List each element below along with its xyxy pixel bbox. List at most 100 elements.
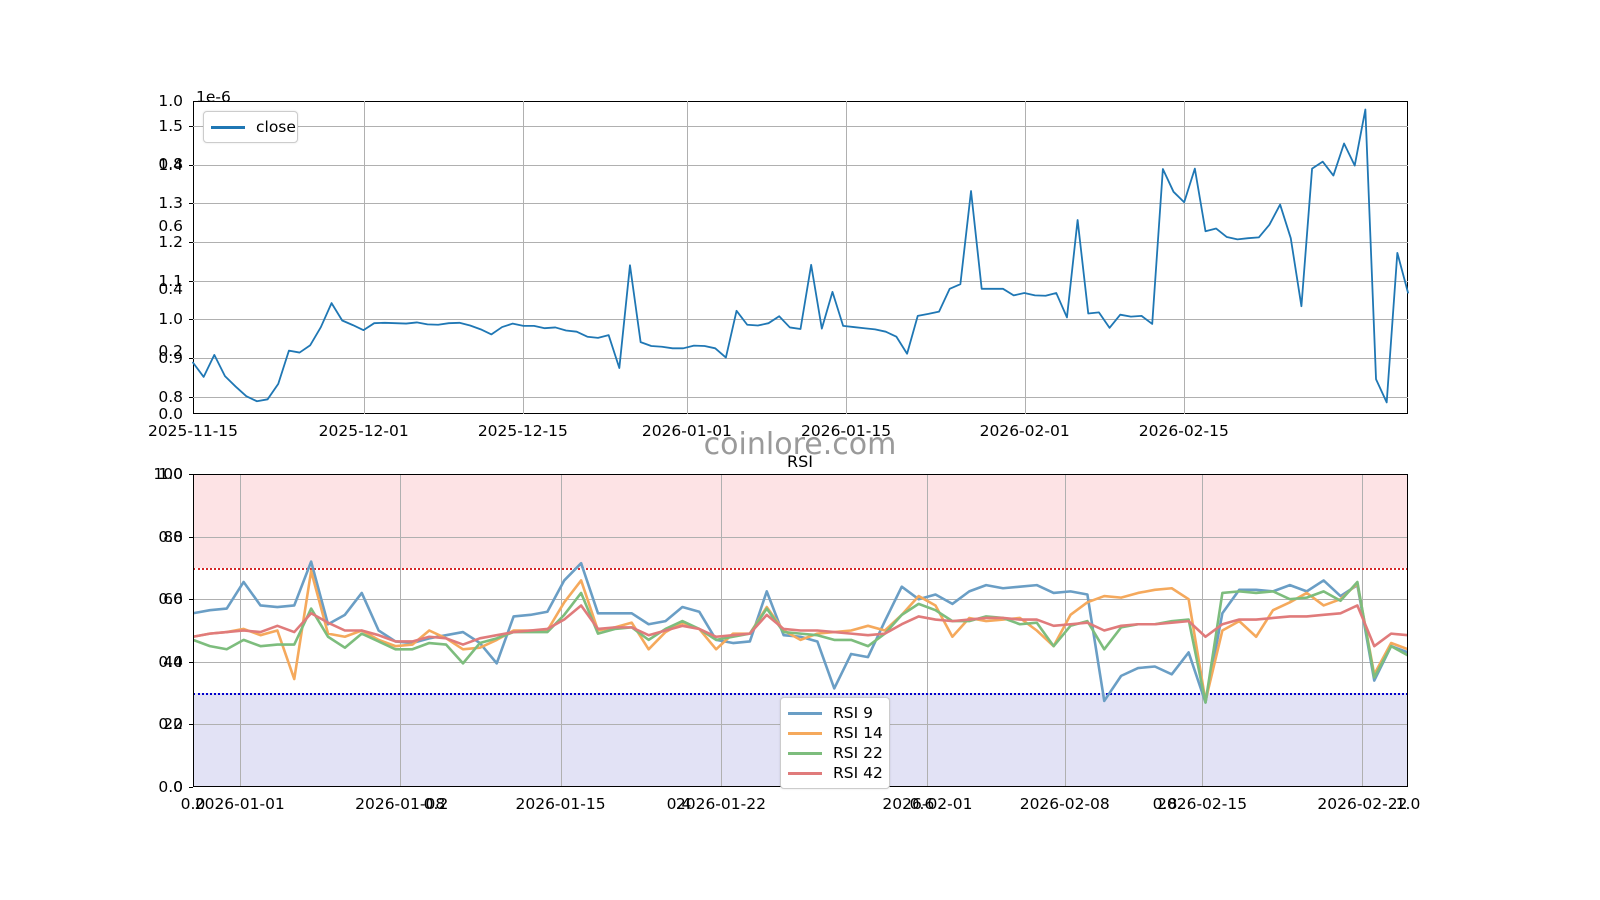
price-y-tick — [189, 164, 193, 166]
price-y-tick — [189, 203, 193, 205]
price-gridline-h — [193, 319, 1408, 321]
rsi-overlay-y-tick-label: 0.2 — [158, 715, 183, 734]
price-gridline-h — [193, 126, 1408, 128]
price-x-tick-label: 2025-12-15 — [477, 422, 568, 440]
price-x-tick-label: 2026-02-15 — [1138, 422, 1229, 440]
rsi-overlay-x-tick-label: 0.0 — [180, 795, 206, 813]
price-gridline-v — [846, 101, 848, 414]
price-chart-axes — [192, 101, 1409, 414]
price-y-tick-label: 1.3 — [158, 194, 183, 213]
rsi-gridline-v — [1202, 474, 1204, 787]
rsi-legend-item: RSI 42 — [788, 763, 883, 783]
price-legend-label: close — [256, 118, 296, 136]
rsi-legend: RSI 9 RSI 14 RSI 22 RSI 42 — [780, 697, 890, 789]
rsi-overlay-y-tick-label: 0.8 — [158, 527, 183, 546]
rsi-line-rsi-22 — [193, 580, 1408, 704]
price-x-tick-label: 2026-01-15 — [801, 422, 892, 440]
price-x-tick-label: 2026-02-01 — [979, 422, 1070, 440]
legend-swatch-rsi-22 — [788, 751, 822, 755]
rsi-gridline-v — [1362, 474, 1364, 787]
price-gridline-h — [193, 242, 1408, 244]
price-gridline-h — [193, 280, 1408, 282]
rsi-gridline-v — [560, 474, 562, 787]
price-overlay-y-tick-label: 0.6 — [158, 217, 183, 236]
price-y-tick-label: 1.1 — [158, 271, 183, 290]
price-gridline-h — [193, 203, 1408, 205]
rsi-overlay-y-tick-label: 1.0 — [158, 465, 183, 483]
rsi-x-tick-label: 2026-02-15 — [1157, 795, 1248, 813]
rsi-series-svg — [193, 560, 1408, 704]
rsi-overlay-x-tick-label: 0.2 — [423, 795, 449, 813]
rsi-gridline-h — [193, 536, 1408, 538]
rsi-x-tick-label: 2026-01-01 — [194, 795, 285, 813]
rsi-y-tick — [189, 474, 193, 475]
price-overlay-y-tick-label: 1.0 — [158, 92, 183, 110]
price-y-tick-label: 1.4 — [158, 155, 183, 174]
rsi-y-tick-label: 0 — [173, 778, 183, 796]
price-y-tick-label: 0.8 — [158, 387, 183, 406]
price-overlay-y-tick-label: 0.4 — [158, 279, 183, 298]
rsi-legend-label: RSI 22 — [833, 744, 883, 762]
rsi-overbought-line — [193, 567, 1408, 570]
price-y-tick — [189, 242, 193, 244]
rsi-overlay-x-tick-label: 0.8 — [1152, 795, 1178, 813]
rsi-y-tick — [189, 661, 193, 663]
rsi-y-tick — [189, 599, 193, 601]
price-y-tick-label: 1.5 — [158, 117, 183, 136]
rsi-x-tick-label: 2026-02-01 — [882, 795, 973, 813]
coinlore-watermark: coinlore.com — [703, 427, 897, 462]
rsi-line-rsi-42 — [193, 604, 1408, 648]
price-y-tick — [189, 126, 193, 128]
price-y-axis-offset-text: 1e-6 — [196, 88, 231, 106]
rsi-overlay-x-tick-label: 0.4 — [666, 795, 692, 813]
price-x-tick-label: 2025-12-01 — [318, 422, 409, 440]
rsi-x-tick-label: 2026-02-08 — [1019, 795, 1110, 813]
price-series-svg — [192, 108, 1409, 404]
rsi-overlay-x-tick-label: 0.6 — [909, 795, 935, 813]
price-y-tick — [189, 319, 193, 321]
price-x-tick-label: 2025-11-15 — [147, 422, 239, 440]
rsi-x-tick-label: 2026-01-15 — [515, 795, 606, 813]
legend-swatch-rsi-9 — [788, 711, 822, 715]
rsi-legend-item: RSI 22 — [788, 743, 883, 763]
price-gridline-v — [363, 101, 365, 414]
rsi-x-tick-label: 2026-01-22 — [675, 795, 766, 813]
rsi-panel-title: RSI — [787, 452, 813, 471]
rsi-overbought-band — [193, 474, 1408, 568]
price-y-tick — [189, 357, 193, 359]
rsi-legend-item: RSI 14 — [788, 723, 883, 743]
legend-swatch-rsi-42 — [788, 771, 822, 775]
rsi-gridline-v — [927, 474, 929, 787]
rsi-legend-label: RSI 9 — [833, 704, 873, 722]
rsi-y-tick — [189, 787, 193, 788]
rsi-y-tick-label: 40 — [163, 652, 183, 671]
rsi-y-tick — [189, 536, 193, 538]
price-x-tick-label: 2026-01-01 — [641, 422, 732, 440]
rsi-y-tick-label: 100 — [153, 465, 183, 483]
rsi-overlay-y-tick-label: 0.4 — [158, 652, 183, 671]
price-line-close — [192, 108, 1409, 404]
rsi-gridline-v — [400, 474, 402, 787]
price-plot-frame — [193, 101, 1408, 414]
legend-swatch-close — [211, 125, 245, 129]
price-y-tick-label: 1.0 — [158, 310, 183, 329]
rsi-x-tick-label: 2026-01-08 — [355, 795, 446, 813]
price-overlay-y-tick-label: 0.2 — [158, 342, 183, 361]
price-overlay-y-tick-label: 0.0 — [158, 405, 183, 423]
price-gridline-h — [193, 164, 1408, 166]
rsi-oversold-line — [193, 693, 1408, 696]
rsi-overlay-y-tick-label: 0.6 — [158, 590, 183, 609]
rsi-y-tick-label: 60 — [163, 590, 183, 609]
rsi-y-tick-label: 20 — [163, 715, 183, 734]
rsi-legend-label: RSI 42 — [833, 764, 883, 782]
rsi-gridline-h — [193, 661, 1408, 663]
price-gridline-v — [1024, 101, 1026, 414]
price-y-tick-label: 1.2 — [158, 233, 183, 252]
price-gridline-v — [522, 101, 524, 414]
price-y-tick — [189, 280, 193, 282]
rsi-chart-axes — [193, 474, 1408, 787]
price-overlay-y-tick-label: 0.8 — [158, 154, 183, 173]
legend-swatch-rsi-14 — [788, 731, 822, 735]
rsi-overlay-y-tick-label: 0.0 — [158, 778, 183, 796]
